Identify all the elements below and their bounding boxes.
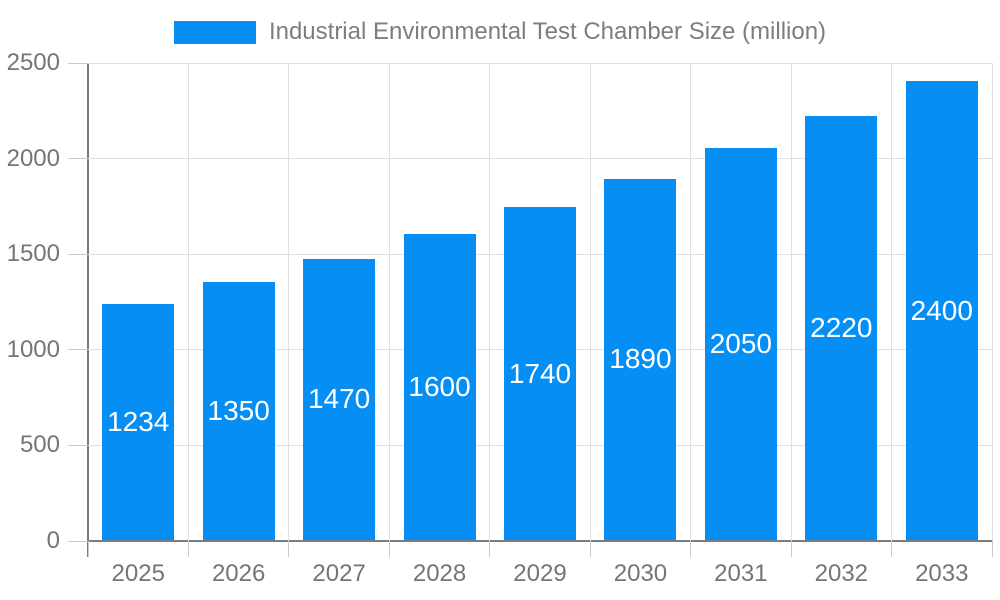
y-axis-tick-label: 1000 — [6, 335, 60, 363]
chart-legend: Industrial Environmental Test Chamber Si… — [0, 18, 1000, 46]
bar-value-label: 1740 — [508, 357, 572, 389]
v-gridline — [288, 63, 290, 541]
v-gridline — [891, 63, 893, 541]
x-tick-mark — [489, 541, 491, 557]
y-tick-mark — [68, 253, 88, 255]
bar-value-label: 1234 — [107, 406, 170, 438]
y-axis-tick-label: 1500 — [6, 240, 60, 268]
bar: 1890 — [604, 178, 677, 540]
x-axis-tick-label: 2032 — [814, 560, 869, 587]
x-tick-mark — [388, 541, 390, 557]
y-tick-mark — [68, 62, 88, 64]
y-axis-tick-label: 500 — [19, 431, 60, 459]
x-axis-tick-label: 2029 — [513, 560, 567, 587]
bar: 2050 — [704, 148, 777, 540]
y-axis-tick-label: 0 — [46, 527, 60, 554]
bar: 1234 — [102, 304, 175, 540]
x-axis-tick-label: 2028 — [412, 560, 467, 587]
x-tick-mark — [187, 541, 189, 557]
y-axis-line — [87, 63, 89, 557]
x-axis-tick-label: 2025 — [111, 560, 165, 587]
bar-value-label: 1600 — [408, 371, 471, 403]
x-axis-tick-label: 2033 — [915, 560, 969, 587]
x-axis-tick-label: 2031 — [714, 560, 768, 587]
v-gridline — [589, 63, 591, 541]
y-axis-tick-label: 2000 — [6, 144, 60, 172]
x-tick-mark — [288, 541, 290, 557]
legend-series-label: Industrial Environmental Test Chamber Si… — [268, 18, 827, 45]
y-axis-tick-label: 2500 — [6, 49, 60, 76]
v-gridline — [187, 63, 189, 541]
v-gridline — [388, 63, 390, 541]
h-gridline — [88, 62, 992, 64]
bar: 1350 — [202, 281, 275, 540]
v-gridline — [991, 63, 993, 541]
y-tick-mark — [68, 540, 88, 542]
legend-color-swatch — [173, 20, 256, 44]
x-tick-mark — [790, 541, 792, 557]
bar-value-label: 2220 — [810, 311, 873, 343]
bar: 2400 — [905, 81, 978, 540]
bar-value-label: 1470 — [307, 383, 371, 415]
x-axis-tick-label: 2030 — [613, 560, 668, 587]
x-tick-mark — [589, 541, 591, 557]
bar: 1470 — [303, 258, 376, 540]
y-tick-mark — [68, 158, 88, 160]
h-gridline — [88, 158, 992, 160]
x-axis-tick-label: 2026 — [211, 560, 266, 587]
x-axis-tick-label: 2027 — [312, 560, 366, 587]
bar-value-label: 1890 — [609, 343, 672, 375]
bar-value-label: 1350 — [207, 394, 270, 426]
x-tick-mark — [690, 541, 692, 557]
v-gridline — [690, 63, 692, 541]
v-gridline — [489, 63, 491, 541]
bar-value-label: 2400 — [910, 294, 973, 326]
x-axis-line — [88, 540, 992, 542]
x-tick-mark — [991, 541, 993, 557]
y-tick-mark — [68, 444, 88, 446]
bar-value-label: 2050 — [709, 328, 773, 360]
plot-area: 0 500 1000 1500 2000 2500 1234 2025 1350 2026 1470… — [7, 49, 993, 587]
bar: 1600 — [403, 234, 476, 540]
x-tick-mark — [87, 541, 89, 557]
v-gridline — [790, 63, 792, 541]
bar: 1740 — [504, 207, 576, 540]
y-tick-mark — [68, 349, 88, 351]
bar: 2220 — [805, 115, 878, 540]
x-tick-mark — [891, 541, 893, 557]
